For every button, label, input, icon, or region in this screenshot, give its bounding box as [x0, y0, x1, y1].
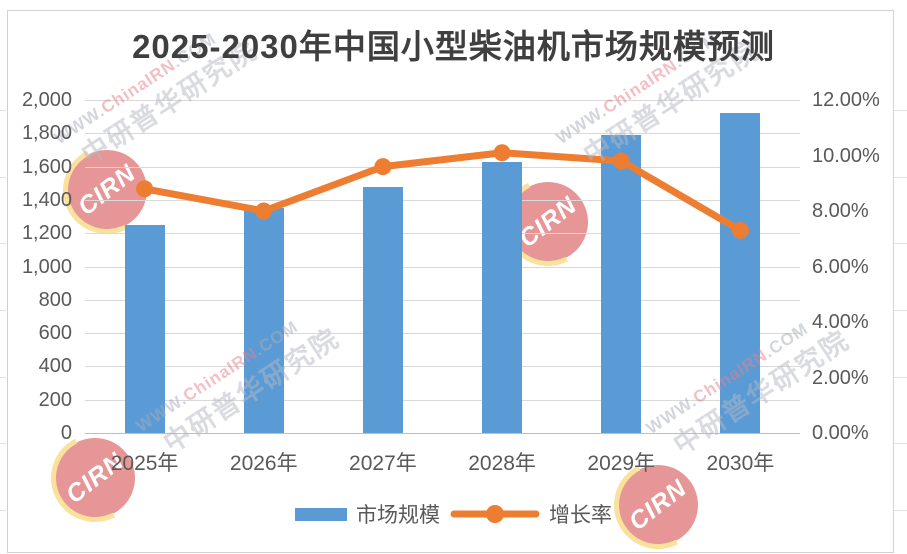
- spreadsheet-row-line: [0, 110, 6, 111]
- right-axis-tick-label: 4.00%: [812, 311, 869, 333]
- left-axis-tick-label: 1,800: [21, 122, 72, 145]
- gridline: [85, 366, 800, 368]
- right-axis-tick-label: 12.00%: [812, 89, 880, 111]
- bar-2026年: [243, 208, 284, 433]
- left-axis-tick-label: 800: [38, 288, 72, 311]
- gridline: [85, 133, 800, 135]
- left-axis-tick-label: 0: [60, 422, 72, 444]
- legend-line-swatch: [450, 505, 540, 523]
- legend-label: 增长率: [549, 504, 612, 527]
- spreadsheet-row-line: [0, 310, 6, 311]
- bar-2025年: [124, 224, 165, 433]
- gridline: [85, 433, 800, 434]
- spreadsheet-row-line: [894, 243, 907, 244]
- spreadsheet-row-line: [894, 377, 907, 378]
- spreadsheet-row-line: [894, 177, 907, 178]
- chart-title: 2025-2030年中国小型柴油机市场规模预测: [132, 28, 775, 65]
- spreadsheet-row-line: [894, 310, 907, 311]
- right-axis-tick-label: 6.00%: [812, 255, 869, 278]
- left-axis-tick-label: 200: [38, 388, 72, 411]
- chart-legend: 市场规模 增长率: [0, 499, 907, 529]
- left-axis-tick-label: 2,000: [21, 89, 72, 111]
- gridline: [85, 399, 800, 401]
- x-axis-label-2027年: 2027年: [349, 452, 417, 475]
- gridline: [85, 333, 800, 335]
- legend-item-市场规模: 市场规模: [295, 499, 440, 529]
- left-axis-tick-label: 1,000: [21, 255, 72, 278]
- gridline: [85, 299, 800, 301]
- spreadsheet-row-line: [0, 510, 6, 511]
- right-axis-tick-label: 0.00%: [812, 422, 869, 444]
- spreadsheet-row-line: [894, 443, 907, 444]
- left-axis-tick-label: 1,400: [21, 188, 72, 211]
- spreadsheet-row-line: [894, 510, 907, 511]
- bar-2028年: [482, 161, 523, 433]
- spreadsheet-row-line: [0, 177, 6, 178]
- left-axis-tick-label: 1,600: [21, 155, 72, 178]
- legend-label: 市场规模: [356, 504, 440, 527]
- legend-item-增长率: 增长率: [450, 499, 612, 529]
- x-axis-label-2029年: 2029年: [587, 452, 656, 475]
- gridline: [85, 266, 800, 268]
- gridline: [85, 166, 800, 168]
- bar-2027年: [362, 186, 403, 433]
- bar-2029年: [601, 134, 642, 433]
- spreadsheet-row-line: [894, 110, 907, 111]
- x-axis-label-2030年: 2030年: [706, 452, 775, 475]
- legend-bar-swatch: [295, 507, 347, 521]
- gridline: [85, 100, 800, 101]
- chart-frame: [7, 10, 894, 553]
- right-axis-tick-label: 2.00%: [812, 366, 869, 389]
- spreadsheet-row-line: [0, 377, 6, 378]
- right-axis-tick-label: 10.00%: [812, 144, 880, 167]
- left-axis-tick-label: 600: [38, 322, 72, 345]
- gridline: [85, 199, 800, 201]
- spreadsheet-row-line: [0, 443, 6, 444]
- left-axis-tick-label: 1,200: [21, 222, 72, 245]
- gridline: [85, 233, 800, 235]
- bar-2030年: [720, 113, 761, 433]
- x-axis-label-2026年: 2026年: [229, 452, 298, 475]
- left-axis-tick-label: 400: [38, 355, 72, 378]
- x-axis-label-2028年: 2028年: [468, 452, 536, 475]
- x-axis-label-2025年: 2025年: [110, 452, 179, 475]
- right-axis-tick-label: 8.00%: [812, 200, 869, 222]
- spreadsheet-row-line: [0, 243, 6, 244]
